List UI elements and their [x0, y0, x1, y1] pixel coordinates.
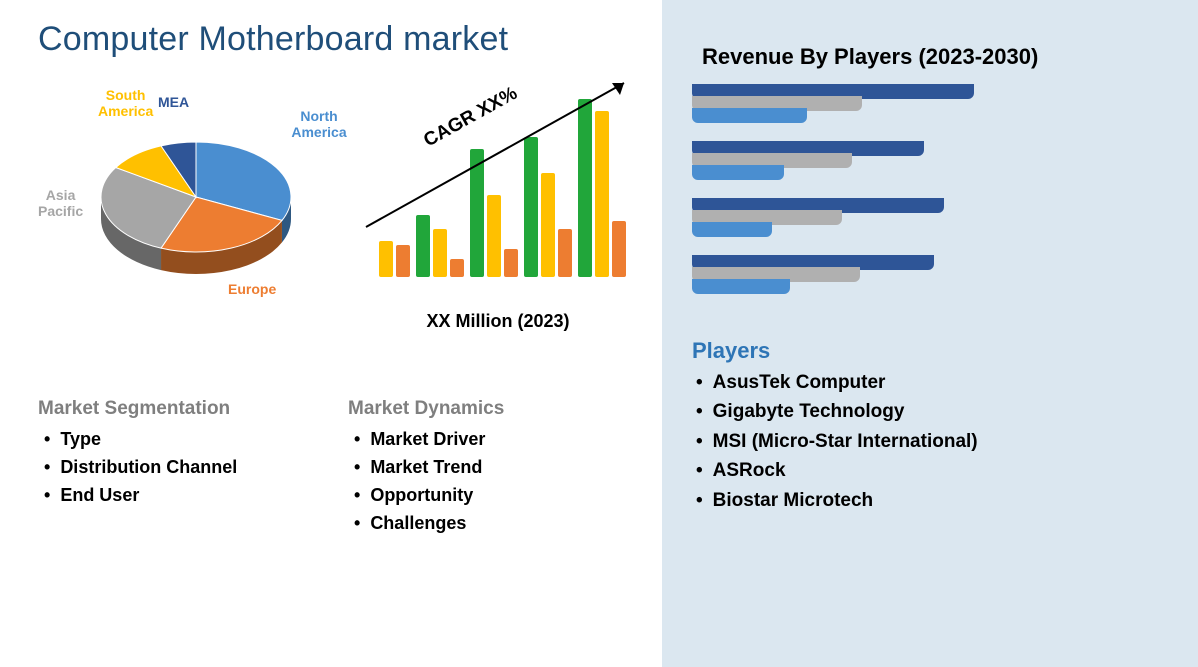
- page-title: Computer Motherboard market: [38, 20, 662, 59]
- right-panel: Revenue By Players (2023-2030) Players A…: [662, 0, 1198, 667]
- list-item: Challenges: [354, 510, 648, 538]
- list-item: Opportunity: [354, 482, 648, 510]
- growth-caption: XX Million (2023): [348, 311, 648, 332]
- pie-chart: North America Europe AsiaPacific SouthAmeri…: [38, 77, 348, 307]
- list-item: Distribution Channel: [44, 454, 348, 482]
- growth-svg: CAGR XX%: [348, 77, 648, 287]
- list-item: Type: [44, 426, 348, 454]
- cagr-label: CAGR XX%: [420, 83, 521, 152]
- pie-label: Europe: [228, 281, 276, 297]
- list-item: AsusTek Computer: [696, 368, 1168, 397]
- dynamics-heading: Market Dynamics: [348, 398, 648, 420]
- segmentation-list: TypeDistribution ChannelEnd User: [38, 426, 348, 510]
- revenue-bar-group: [692, 198, 992, 237]
- lists-row: Market Segmentation TypeDistribution Cha…: [38, 398, 662, 538]
- revenue-title: Revenue By Players (2023-2030): [702, 44, 1168, 70]
- dynamics-block: Market Dynamics Market DriverMarket Tren…: [348, 398, 648, 538]
- list-item: Market Driver: [354, 426, 648, 454]
- pie-label: AsiaPacific: [38, 187, 83, 219]
- segmentation-block: Market Segmentation TypeDistribution Cha…: [38, 398, 348, 538]
- players-list: AsusTek ComputerGigabyte TechnologyMSI (…: [692, 368, 1168, 515]
- list-item: Market Trend: [354, 454, 648, 482]
- list-item: ASRock: [696, 456, 1168, 485]
- pie-label: North America: [290, 108, 348, 140]
- pie-label: SouthAmerica: [98, 87, 153, 119]
- left-panel: Computer Motherboard market North Americ…: [0, 0, 662, 667]
- pie-label: MEA: [158, 94, 189, 110]
- revenue-bars: [692, 84, 992, 294]
- segmentation-heading: Market Segmentation: [38, 398, 348, 420]
- growth-block: CAGR XX% XX Million (2023): [348, 77, 648, 332]
- revenue-bar-group: [692, 84, 992, 123]
- players-heading: Players: [692, 338, 1168, 364]
- dynamics-list: Market DriverMarket TrendOpportunityChal…: [348, 426, 648, 538]
- page-root: Computer Motherboard market North Americ…: [0, 0, 1198, 667]
- list-item: End User: [44, 482, 348, 510]
- list-item: MSI (Micro-Star International): [696, 427, 1168, 456]
- revenue-bar-group: [692, 255, 992, 294]
- growth-chart: CAGR XX%: [348, 77, 648, 307]
- list-item: Biostar Microtech: [696, 486, 1168, 515]
- charts-row: North America Europe AsiaPacific SouthAmeri…: [38, 77, 662, 332]
- revenue-bar-group: [692, 141, 992, 180]
- list-item: Gigabyte Technology: [696, 397, 1168, 426]
